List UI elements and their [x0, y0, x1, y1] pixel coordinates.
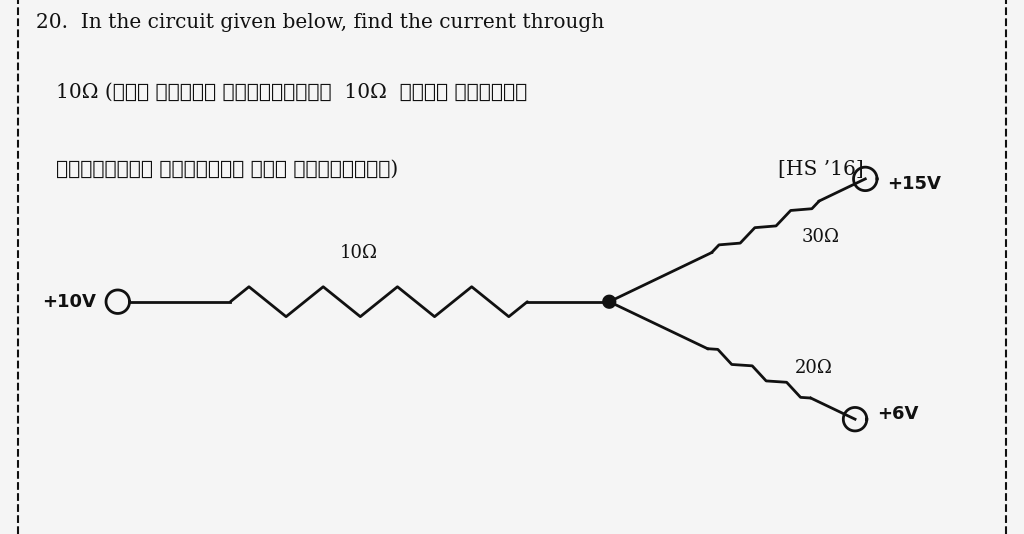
- Text: 20Ω: 20Ω: [795, 359, 833, 377]
- Text: +15V: +15V: [887, 175, 941, 193]
- Text: [HS ’16]: [HS ’16]: [778, 160, 864, 179]
- Polygon shape: [603, 295, 615, 308]
- Text: 30Ω: 30Ω: [801, 229, 840, 247]
- Text: 20.  In the circuit given below, find the current through: 20. In the circuit given below, find the…: [36, 13, 604, 33]
- Text: +10V: +10V: [42, 293, 96, 311]
- Text: প্রবাহিত প্রবাহব মান তুলিওরা।): প্রবাহিত প্রবাহব মান তুলিওরা।): [56, 160, 398, 179]
- Text: +6V: +6V: [877, 405, 919, 423]
- Text: 10Ω: 10Ω: [339, 244, 378, 262]
- Text: 10Ω (তলত দিয়া বর্তনীটোত  10Ω  বোধব মাজেবে: 10Ω (তলত দিয়া বর্তনীটোত 10Ω বোধব মাজেবে: [56, 83, 527, 102]
